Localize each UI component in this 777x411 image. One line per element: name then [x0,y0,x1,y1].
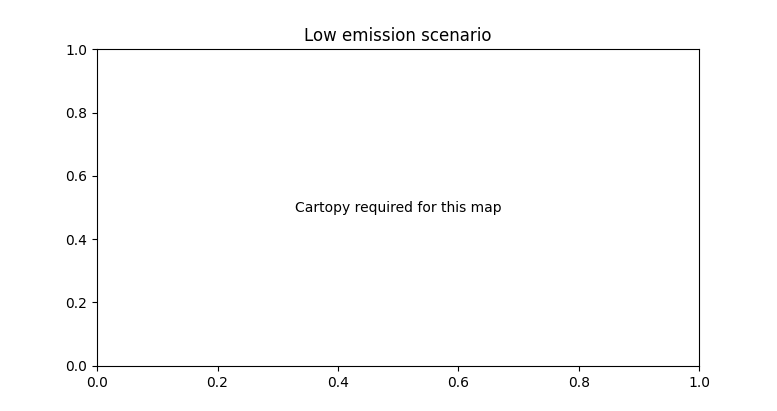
Title: Low emission scenario: Low emission scenario [305,27,492,45]
Text: Cartopy required for this map: Cartopy required for this map [295,201,501,215]
